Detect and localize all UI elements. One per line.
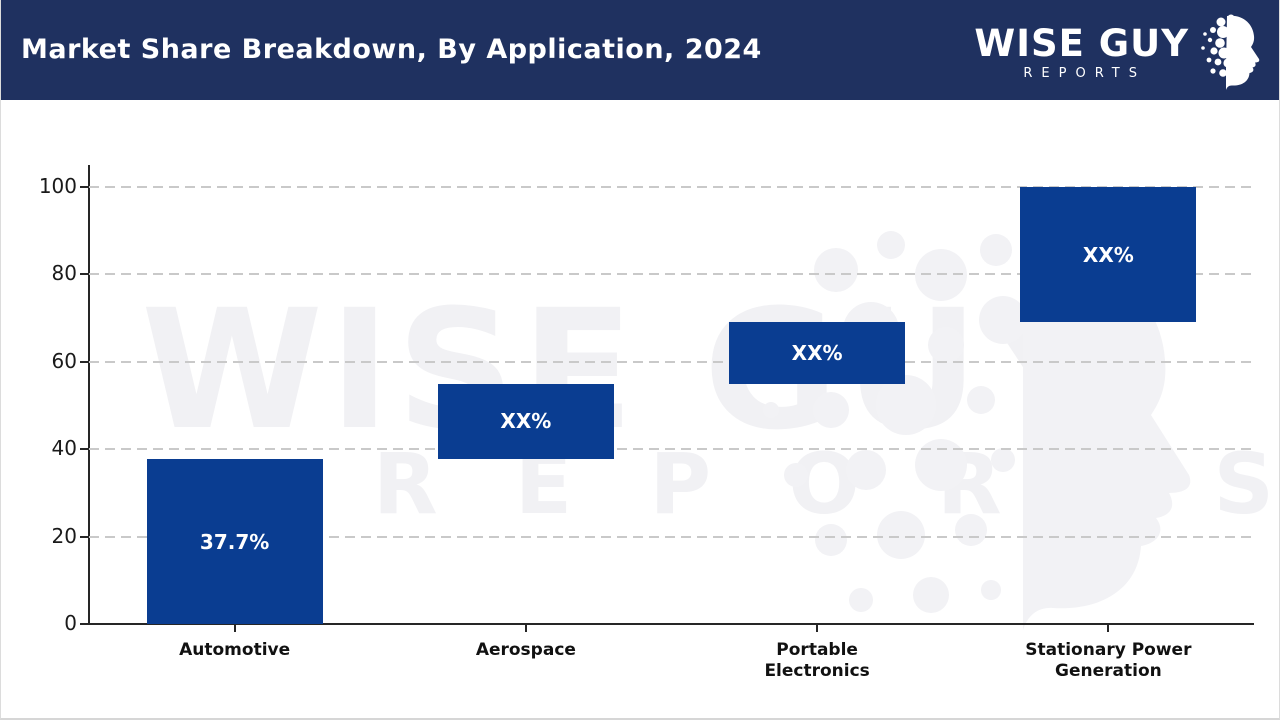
y-tick-mark [80,186,88,188]
gridline [89,448,1254,451]
bar-value-label: XX% [791,341,843,366]
brand-wordmark-line1: WISE GUY [974,21,1189,65]
gridline [89,360,1254,363]
y-tick-label: 100 [38,174,77,198]
y-tick-label: 60 [51,348,77,373]
gridline [89,535,1254,538]
brand-logo: WISE GUY REPORTS [974,8,1267,96]
y-tick-mark [80,448,88,451]
y-tick-label: 80 [51,261,77,286]
y-tick-label: 40 [51,436,77,461]
gridline [89,273,1254,276]
x-category-label: Aerospace [475,640,576,660]
y-tick-mark [80,360,88,363]
x-tick-mark [816,625,819,632]
y-axis-line [88,165,90,625]
page-title: Market Share Breakdown, By Application, … [21,34,762,65]
bar-automotive: 37.7% [146,459,323,624]
y-tick-label: 20 [51,523,77,548]
y-tick-mark [80,535,88,538]
brand-wordmark: WISE GUY REPORTS [974,21,1189,81]
x-tick-mark [524,625,527,632]
bar-stationary-power-generation: XX% [1020,187,1197,323]
bar-value-label: XX% [1082,242,1134,267]
brand-wordmark-line2: REPORTS [1023,65,1146,81]
bar-aerospace: XX% [437,383,614,460]
x-tick-mark [1107,625,1110,632]
gridline [89,186,1254,188]
x-category-label: Stationary Power Generation [1025,640,1192,681]
x-category-label: Automotive [179,640,291,660]
header: Market Share Breakdown, By Application, … [1,0,1279,100]
y-tick-label: 0 [64,611,77,635]
y-tick-mark [80,623,88,625]
x-axis-line [88,623,1254,625]
x-tick-mark [233,625,236,632]
y-tick-mark [80,273,88,276]
bar-portable-electronics: XX% [729,322,906,384]
bar-value-label: 37.7% [199,529,270,554]
brand-head-icon [1183,8,1267,96]
bar-value-label: XX% [500,409,552,434]
watermark-wordmark: WISE GUY [141,274,1111,466]
x-category-label: Portable Electronics [764,640,870,681]
